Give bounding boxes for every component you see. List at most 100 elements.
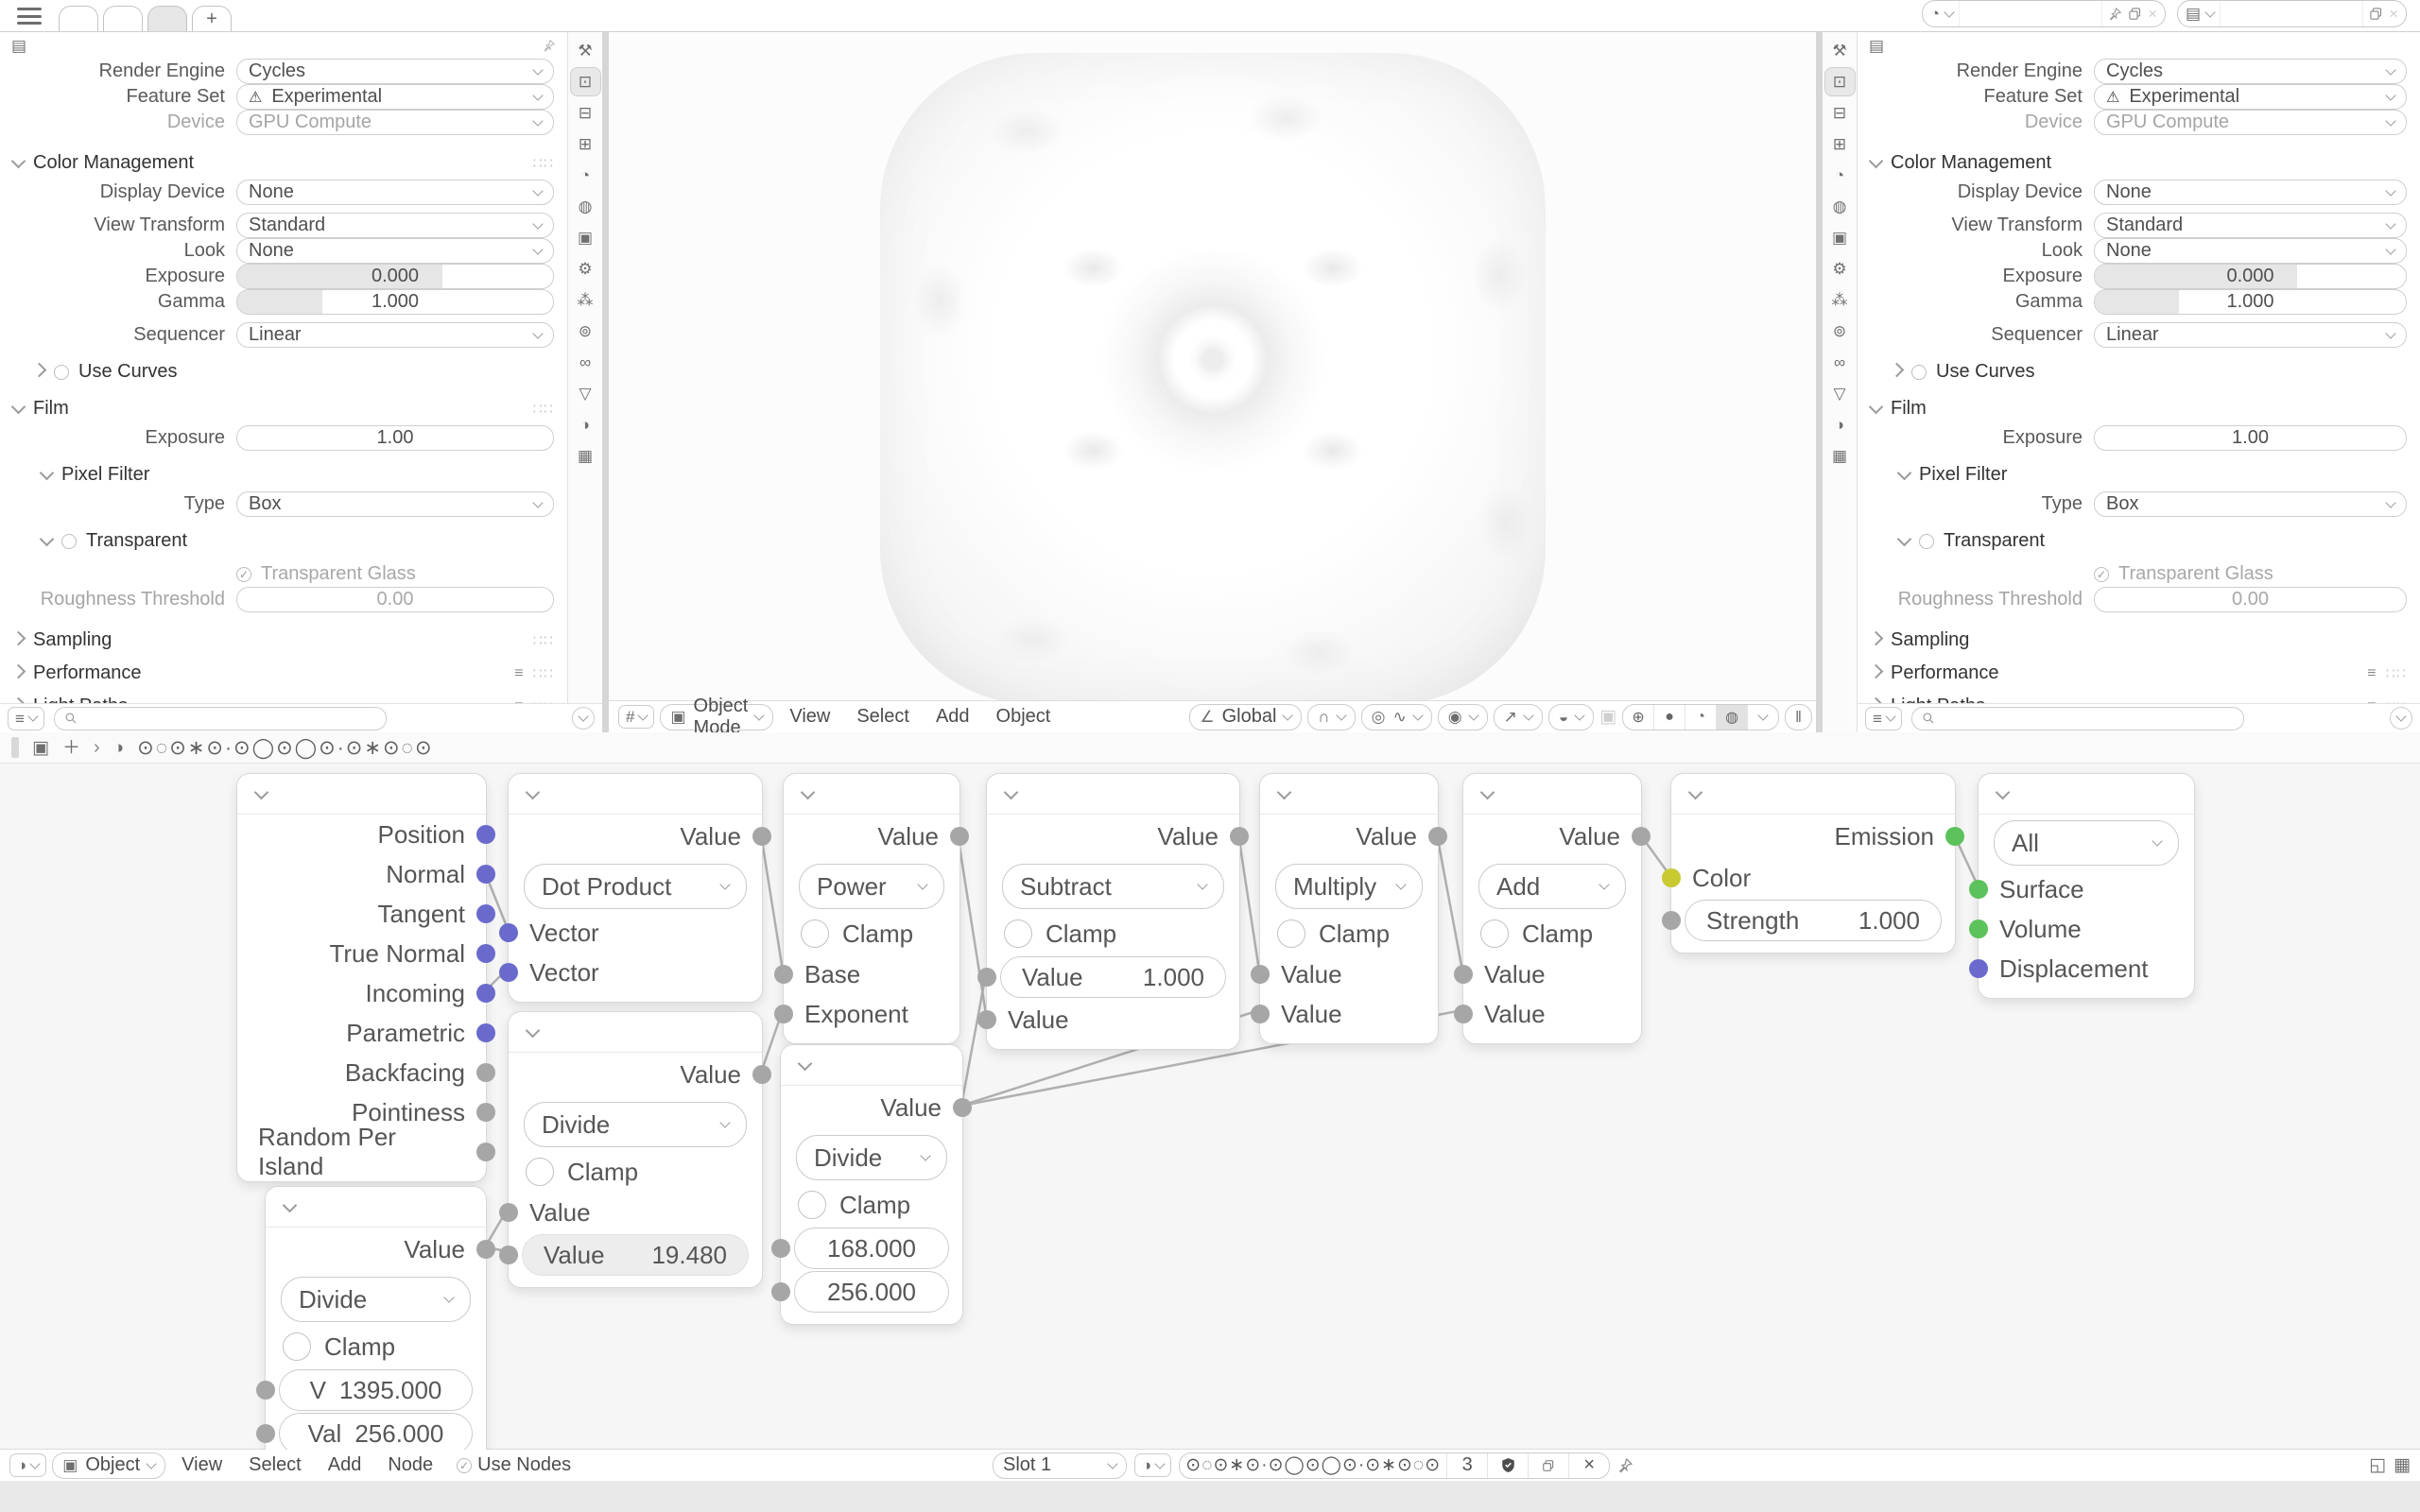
exposure-slider[interactable]: 0.000 [236,264,554,289]
value-field[interactable]: 256.000 [794,1271,949,1313]
performance-header[interactable]: Performance ≡ ∷∷ [1858,661,2420,686]
clamp-checkbox[interactable] [1480,919,1509,948]
light-paths-header[interactable]: Light Paths ≡∷∷ [0,694,567,704]
tab-constraints[interactable]: ∞ [1833,352,1846,371]
pixel-filter-header[interactable]: Pixel Filter [1858,462,2420,488]
operation-select[interactable]: Power [799,864,944,909]
socket-value[interactable] [752,1065,771,1084]
value-field[interactable]: Value 19.480 [522,1234,749,1276]
tab-scene[interactable]: ◔ [1834,165,1845,184]
filter-type-select[interactable]: Box [236,491,554,517]
tab-object[interactable]: ▣ [577,228,594,247]
add-workspace-tab[interactable]: + [192,6,232,31]
menu-select[interactable]: Select [856,706,909,727]
snapping-control[interactable]: ∩ [1307,703,1356,730]
feature-set-select[interactable]: ⚠ Experimental [236,84,554,110]
socket-vector[interactable] [476,1023,495,1042]
new-copy-icon[interactable] [2369,7,2383,21]
properties-search[interactable] [1910,706,2244,730]
socket-value[interactable] [977,1010,996,1029]
value-field[interactable]: V 1395.000 [279,1369,473,1411]
preset-list-icon[interactable]: ≡ [2367,664,2377,681]
tab-render[interactable]: ⊡ [569,67,601,96]
value-field[interactable]: Value 1.000 [1000,956,1226,998]
tab-particles[interactable]: ⁂ [1831,290,1848,309]
menu-add[interactable]: Add [935,706,970,727]
transparent-glass-checkbox[interactable]: ✓ [2094,566,2109,582]
operation-select[interactable]: Dot Product [524,864,747,909]
node-header[interactable] [1979,774,2194,815]
tab-constraints[interactable]: ∞ [579,352,592,371]
chevron-down-icon[interactable] [1944,6,1955,18]
value-field[interactable]: 168.000 [794,1228,949,1269]
socket-value[interactable] [1428,827,1447,846]
socket-vector[interactable] [499,963,518,982]
pin-icon[interactable] [1617,1457,1634,1473]
menu-view[interactable]: View [789,706,831,727]
menu-object[interactable]: Object [995,706,1051,727]
pin-icon[interactable] [543,39,556,52]
tab-view-layer[interactable]: ⊞ [578,134,593,153]
node-header[interactable] [237,774,486,815]
tab-texture[interactable]: ▦ [577,446,594,465]
node-math-divide-c[interactable]: Value Divide Clamp V 1395.000 Val 256.000 [256,1186,495,1450]
editor-type-button[interactable]: ≡ [8,706,44,730]
socket-vector[interactable] [476,904,495,923]
socket-value[interactable] [499,1246,518,1264]
node-material-output[interactable]: All Surface Volume Displacement [1969,773,2195,999]
transparent-header[interactable]: Transparent [0,528,567,554]
socket-vector[interactable] [476,825,495,844]
node-math-subtract[interactable]: Value Subtract Clamp Value 1.000 Value [977,773,1249,1050]
clamp-checkbox[interactable] [526,1158,554,1186]
tab-modifiers[interactable]: ⚙ [1832,259,1847,278]
scene-selector[interactable]: ◔ × [1921,0,2166,27]
node-vector-math[interactable]: Value Dot Product Vector Vector [499,773,771,1003]
clamp-checkbox[interactable] [801,919,829,948]
material-name-field[interactable]: ⊙◌⊙∗⊙·⊙◯⊙◯⊙·⊙∗⊙◌⊙ [1185,1455,1442,1475]
film-exposure-field[interactable]: 1.00 [236,425,554,451]
value-field[interactable]: Val 256.000 [279,1413,473,1450]
tab-view-layer[interactable]: ⊞ [1832,134,1847,153]
preset-list-icon[interactable]: ≡ [514,698,523,705]
device-select[interactable]: GPU Compute [2094,110,2407,135]
sequencer-select[interactable]: Linear [2094,322,2407,348]
roughness-threshold-field[interactable]: 0.00 [236,587,554,612]
performance-header[interactable]: Performance ≡ ∷∷ [0,661,567,686]
operation-select[interactable]: Divide [281,1277,471,1322]
film-exposure-field[interactable]: 1.00 [2094,425,2407,451]
sequencer-select[interactable]: Linear [236,322,554,348]
gamma-slider[interactable]: 1.000 [236,289,554,315]
tab-tool[interactable]: ⚒ [1832,41,1847,60]
node-math-add[interactable]: Value Add Clamp Value Value [1454,773,1651,1044]
tab-material[interactable]: ◑ [1834,415,1845,434]
operation-select[interactable]: Add [1478,864,1626,909]
node-header[interactable] [1671,774,1955,815]
socket-shader[interactable] [1969,880,1988,899]
socket-value[interactable] [1251,965,1270,984]
tab-render[interactable]: ⊡ [1824,67,1856,96]
menu-select[interactable]: Select [249,1454,302,1475]
mode-select[interactable]: ▣ Object Mode [660,696,774,732]
transparent-header[interactable]: Transparent [1858,528,2420,554]
feature-set-select[interactable]: ⚠ Experimental [2094,84,2407,110]
shading-material-button[interactable]: ◔ [1685,704,1716,730]
tab-material[interactable]: ◑ [579,415,591,434]
socket-value[interactable] [950,827,969,846]
node-canvas[interactable]: Position Normal Tangent True Normal Inco… [0,763,2420,1450]
proportional-editing-control[interactable]: ◎ ∿ [1360,703,1432,730]
film-header[interactable]: Film [1858,396,2420,421]
new-copy-icon[interactable] [2128,7,2142,21]
use-curves-header[interactable]: Use Curves [0,359,567,385]
slot-select[interactable]: Slot 1 [993,1452,1127,1479]
node-geometry[interactable]: Position Normal Tangent True Normal Inco… [236,773,495,1182]
color-management-header[interactable]: Color Management ∷∷ [0,150,567,176]
options-button[interactable] [2390,707,2412,730]
properties-search[interactable] [53,706,387,730]
pixel-filter-header[interactable]: Pixel Filter [0,462,567,488]
menu-view[interactable]: View [182,1454,223,1475]
socket-vector[interactable] [1969,959,1988,978]
node-math-multiply[interactable]: Value Multiply Clamp Value Value [1251,773,1447,1044]
socket-vector[interactable] [476,944,495,963]
target-select[interactable]: All [1994,820,2179,866]
socket-value[interactable] [1662,911,1681,930]
